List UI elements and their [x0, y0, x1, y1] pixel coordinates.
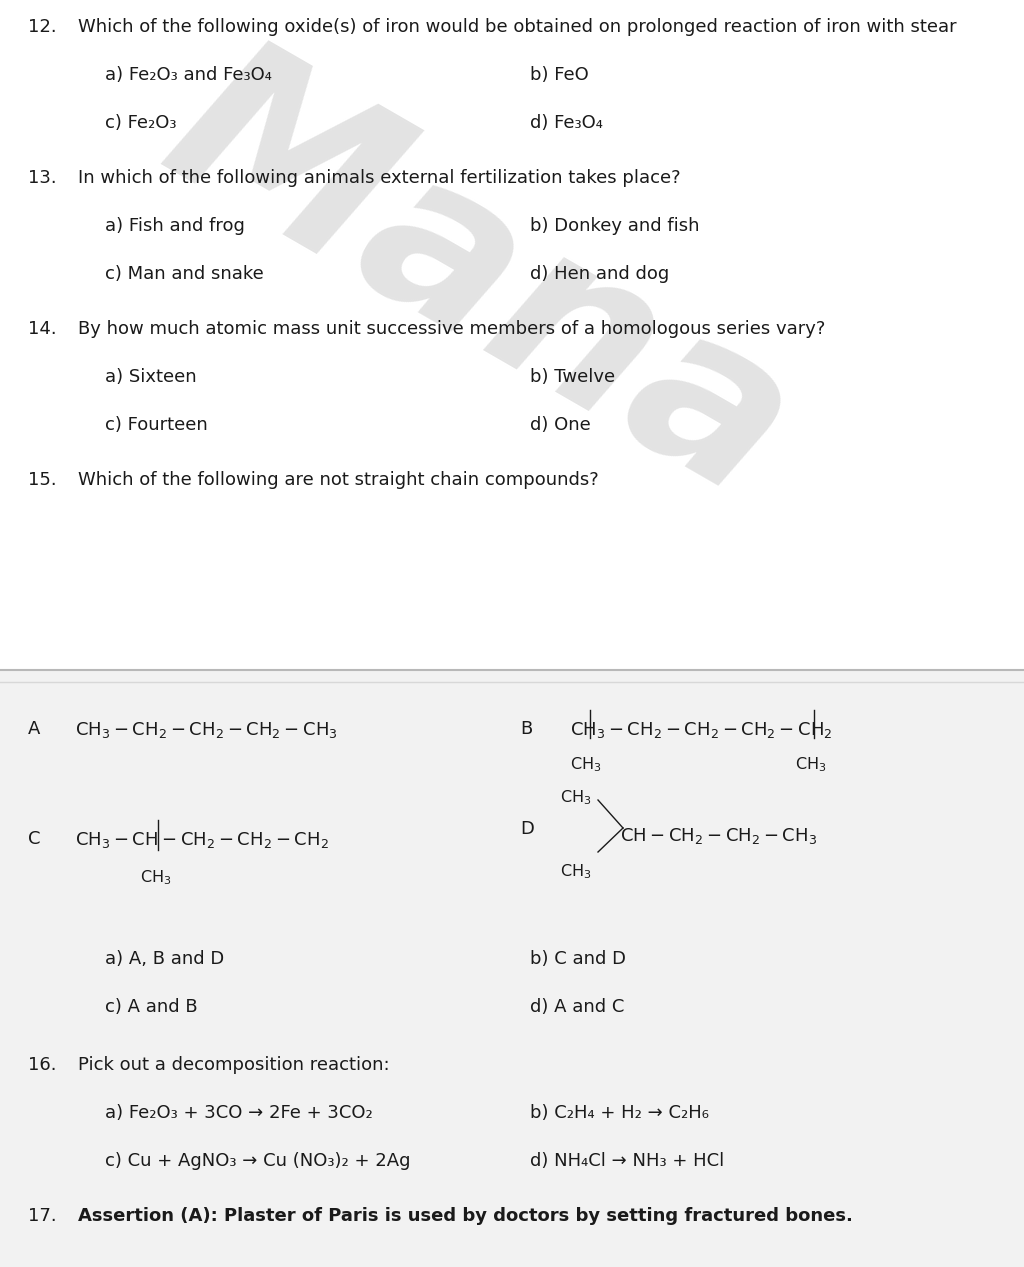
Text: 16.: 16. — [28, 1055, 56, 1074]
Text: d) Fe₃O₄: d) Fe₃O₄ — [530, 114, 603, 132]
Text: C: C — [28, 830, 41, 848]
Bar — [0, 0, 1024, 670]
Text: Which of the following oxide(s) of iron would be obtained on prolonged reaction : Which of the following oxide(s) of iron … — [78, 18, 956, 35]
Text: $\mathregular{CH_3-CH-CH_2-CH_2-CH_2}$: $\mathregular{CH_3-CH-CH_2-CH_2-CH_2}$ — [75, 830, 329, 850]
Text: a) Fe₂O₃ and Fe₃O₄: a) Fe₂O₃ and Fe₃O₄ — [105, 66, 272, 84]
Text: By how much atomic mass unit successive members of a homologous series vary?: By how much atomic mass unit successive … — [78, 321, 825, 338]
Text: 15.: 15. — [28, 471, 56, 489]
Text: b) FeO: b) FeO — [530, 66, 589, 84]
Text: c) Fe₂O₃: c) Fe₂O₃ — [105, 114, 176, 132]
Text: Which of the following are not straight chain compounds?: Which of the following are not straight … — [78, 471, 599, 489]
Text: $\mathregular{CH-CH_2-CH_2-CH_3}$: $\mathregular{CH-CH_2-CH_2-CH_3}$ — [620, 826, 817, 846]
Text: 12.: 12. — [28, 18, 56, 35]
Text: d) Hen and dog: d) Hen and dog — [530, 265, 670, 283]
Text: d) NH₄Cl → NH₃ + HCl: d) NH₄Cl → NH₃ + HCl — [530, 1152, 724, 1169]
Text: $\mathregular{CH_3}$: $\mathregular{CH_3}$ — [560, 862, 592, 881]
Text: a) Sixteen: a) Sixteen — [105, 367, 197, 386]
Bar — [0, 670, 1024, 1267]
Text: 14.: 14. — [28, 321, 56, 338]
Text: Mana: Mana — [132, 18, 827, 542]
Text: c) Man and snake: c) Man and snake — [105, 265, 264, 283]
Text: $\mathregular{CH_3}$: $\mathregular{CH_3}$ — [795, 755, 826, 774]
Text: D: D — [520, 820, 534, 837]
Text: $\mathregular{CH_3}$: $\mathregular{CH_3}$ — [570, 755, 601, 774]
Text: c) Cu + AgNO₃ → Cu (NO₃)₂ + 2Ag: c) Cu + AgNO₃ → Cu (NO₃)₂ + 2Ag — [105, 1152, 411, 1169]
Text: $\mathregular{CH_3}$: $\mathregular{CH_3}$ — [560, 788, 592, 807]
Text: b) C₂H₄ + H₂ → C₂H₆: b) C₂H₄ + H₂ → C₂H₆ — [530, 1104, 709, 1123]
Text: b) Twelve: b) Twelve — [530, 367, 615, 386]
Text: $\mathregular{CH_3}$: $\mathregular{CH_3}$ — [140, 868, 171, 887]
Text: c) A and B: c) A and B — [105, 998, 198, 1016]
Text: $\mathregular{CH_3-CH_2-CH_2-CH_2-CH_3}$: $\mathregular{CH_3-CH_2-CH_2-CH_2-CH_3}$ — [75, 720, 338, 740]
Text: A: A — [28, 720, 40, 737]
Text: d) One: d) One — [530, 416, 591, 435]
Text: a) A, B and D: a) A, B and D — [105, 950, 224, 968]
Text: a) Fe₂O₃ + 3CO → 2Fe + 3CO₂: a) Fe₂O₃ + 3CO → 2Fe + 3CO₂ — [105, 1104, 373, 1123]
Text: $\mathregular{CH_3-CH_2-CH_2-CH_2-CH_2}$: $\mathregular{CH_3-CH_2-CH_2-CH_2-CH_2}$ — [570, 720, 833, 740]
Text: b) C and D: b) C and D — [530, 950, 626, 968]
Text: 17.: 17. — [28, 1207, 56, 1225]
Text: Assertion (A): Plaster of Paris is used by doctors by setting fractured bones.: Assertion (A): Plaster of Paris is used … — [78, 1207, 853, 1225]
Text: B: B — [520, 720, 532, 737]
Text: c) Fourteen: c) Fourteen — [105, 416, 208, 435]
Text: Pick out a decomposition reaction:: Pick out a decomposition reaction: — [78, 1055, 389, 1074]
Text: b) Donkey and fish: b) Donkey and fish — [530, 217, 699, 234]
Text: d) A and C: d) A and C — [530, 998, 625, 1016]
Text: 13.: 13. — [28, 169, 56, 188]
Text: In which of the following animals external fertilization takes place?: In which of the following animals extern… — [78, 169, 681, 188]
Text: a) Fish and frog: a) Fish and frog — [105, 217, 245, 234]
